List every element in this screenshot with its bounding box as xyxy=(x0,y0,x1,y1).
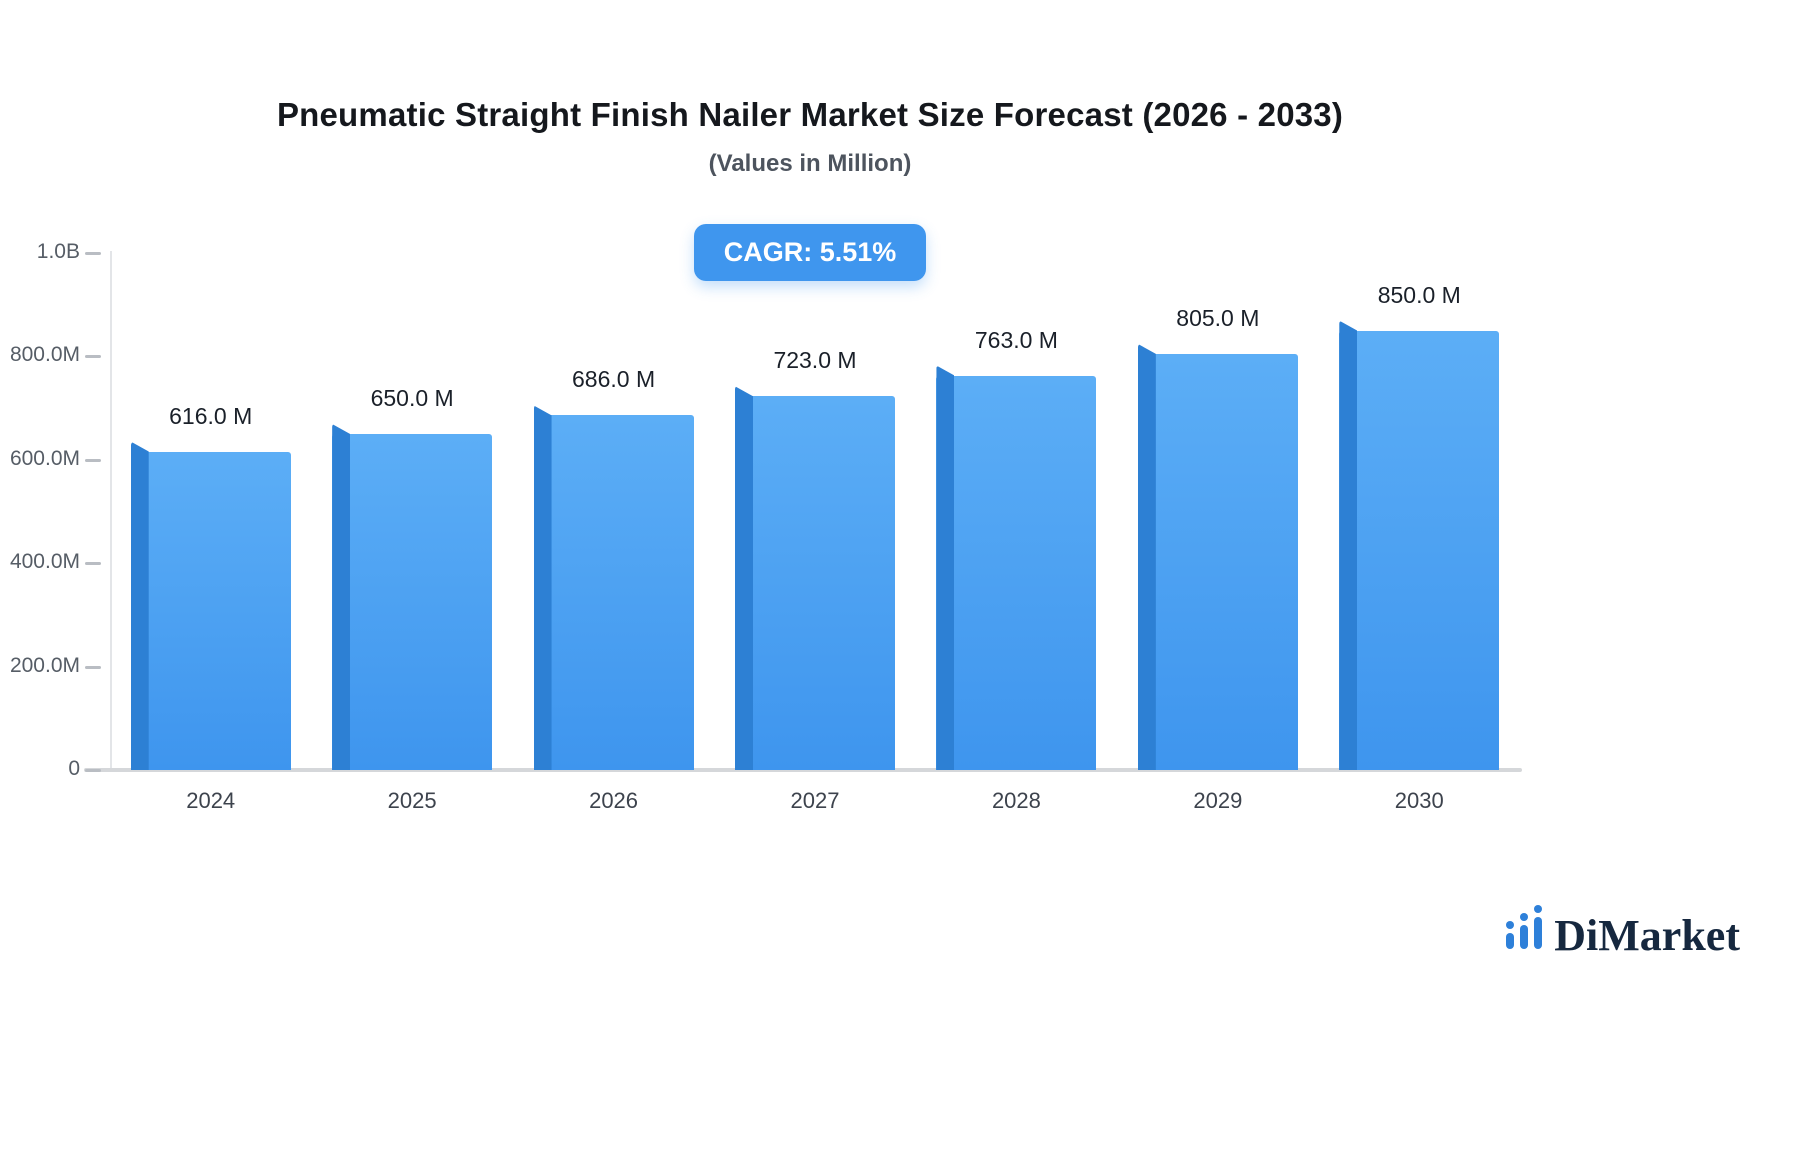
bar-value-label: 650.0 M xyxy=(370,384,454,411)
cagr-badge: CAGR: 5.51% xyxy=(693,224,927,281)
y-tick-dash xyxy=(85,252,101,255)
brand-logo-text: DiMarket xyxy=(1554,911,1740,960)
bar-side-face xyxy=(533,405,552,770)
bar-value-label: 686.0 M xyxy=(572,366,656,393)
bar-2028 xyxy=(936,365,1097,770)
bar-side-face xyxy=(1339,320,1358,770)
bar-2027 xyxy=(735,386,895,770)
logo-bar-icon xyxy=(1520,913,1529,949)
bar-2024 xyxy=(130,441,291,770)
bar-value-label: 763.0 M xyxy=(974,326,1058,353)
bar-value-label: 850.0 M xyxy=(1377,281,1461,308)
x-axis-label: 2026 xyxy=(589,788,639,813)
logo-bar-icon xyxy=(1534,905,1543,949)
x-axis-label: 2029 xyxy=(1193,788,1243,813)
x-axis-label: 2030 xyxy=(1394,788,1444,813)
y-tick-dash xyxy=(85,665,101,669)
bar-2026 xyxy=(533,405,694,770)
plot-area: 1.0B 800.0M 600.0M 400.0M 200.0M 0 616.0 M 2024… xyxy=(10,240,1522,813)
y-tick-label: 1.0B xyxy=(36,239,80,263)
brand-logo-icon xyxy=(1506,903,1543,949)
x-axis-label: 2025 xyxy=(387,788,437,813)
y-tick-label: 800.0M xyxy=(9,343,80,367)
y-tick-label: 200.0M xyxy=(9,653,80,677)
brand-logo: DiMarket xyxy=(1506,903,1740,958)
bar-side-face xyxy=(735,386,753,770)
chart-subtitle: (Values in Million) xyxy=(708,150,912,177)
y-tick-dash xyxy=(85,355,101,359)
bar-2030 xyxy=(1339,320,1500,770)
bar-side-face xyxy=(1137,343,1156,770)
x-axis-baseline xyxy=(84,768,1522,772)
y-axis-line xyxy=(110,251,112,770)
bar-side-face xyxy=(936,365,955,770)
bar-value-label: 616.0 M xyxy=(169,402,253,429)
y-tick-label: 0 xyxy=(68,756,80,780)
x-axis-label: 2024 xyxy=(186,788,236,813)
y-tick-dash xyxy=(85,458,101,462)
x-axis-label: 2027 xyxy=(790,788,840,813)
y-tick-label: 600.0M xyxy=(9,446,80,470)
x-axis-label: 2028 xyxy=(991,788,1041,813)
bar-side-face xyxy=(130,441,149,770)
cagr-badge-wrap: CAGR: 5.51% xyxy=(0,224,1620,281)
logo-bar-icon xyxy=(1506,921,1515,949)
y-tick-label: 400.0M xyxy=(9,549,80,573)
bar-value-label: 723.0 M xyxy=(773,347,857,374)
bar-value-label: 805.0 M xyxy=(1176,304,1260,331)
chart-content: Pneumatic Straight Finish Nailer Market … xyxy=(0,96,1620,813)
y-tick-dash xyxy=(85,562,101,566)
bar-2029 xyxy=(1137,343,1298,770)
y-tick-dash xyxy=(85,769,101,772)
chart-title: Pneumatic Straight Finish Nailer Market … xyxy=(276,96,1344,133)
bar-side-face xyxy=(332,423,351,770)
bar-2025 xyxy=(332,423,493,770)
